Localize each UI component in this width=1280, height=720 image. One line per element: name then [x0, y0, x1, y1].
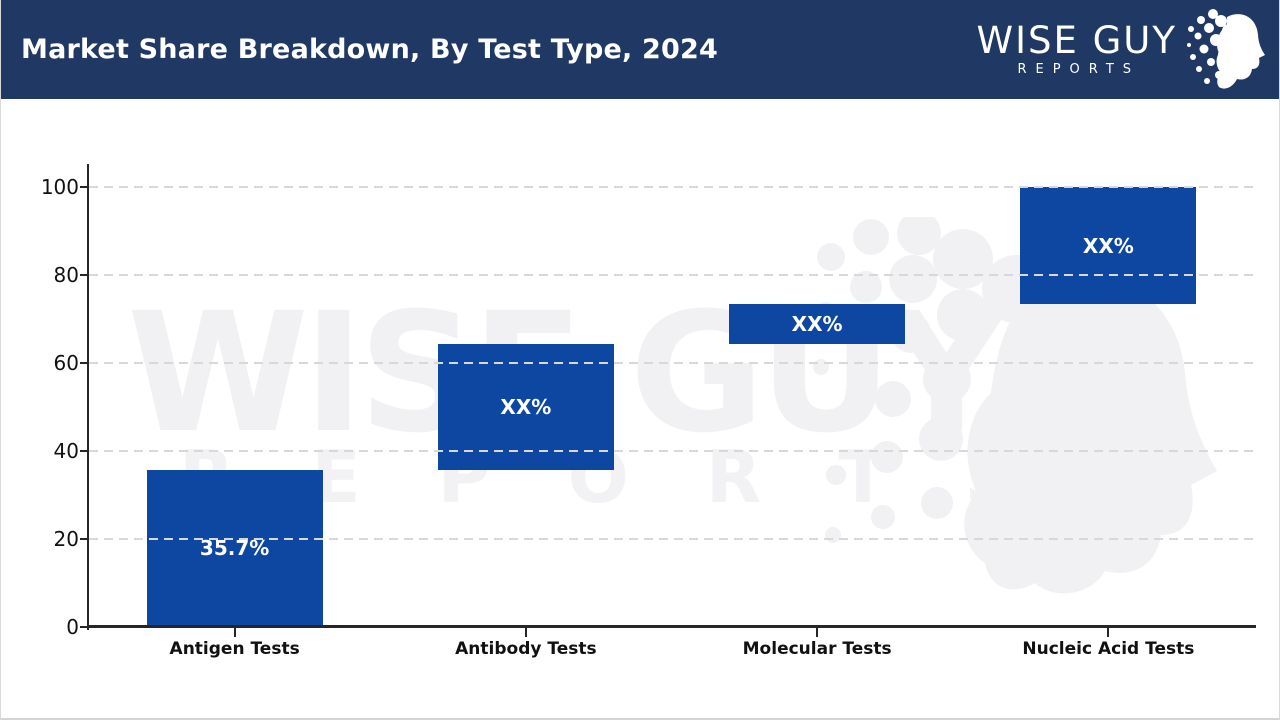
bar-value-label-nucleic-acid-tests: XX%	[1082, 233, 1134, 258]
y-axis-line	[87, 164, 89, 630]
waterfall-chart: WISE GUY R E P O R T S 0 20 40 60 80 100	[1, 99, 1279, 718]
category-label-antibody-tests: Antibody Tests	[455, 639, 597, 659]
x-tick-mark-nucleic-acid-tests	[1107, 628, 1110, 637]
bar-value-label-antibody-tests: XX%	[500, 394, 552, 419]
gridline-40	[89, 450, 1254, 452]
x-tick-mark-antibody-tests	[524, 628, 527, 637]
page-title: Market Share Breakdown, By Test Type, 20…	[21, 34, 719, 65]
y-tick-label-80: 80	[53, 263, 79, 287]
y-tick-label-0: 0	[66, 615, 79, 639]
wiseguy-logo: WISE GUY REPORTS	[977, 7, 1267, 93]
y-tick-mark-20	[80, 538, 89, 540]
y-tick-mark-0	[80, 626, 89, 628]
y-tick-mark-40	[80, 450, 89, 452]
gridline-100	[89, 186, 1254, 188]
y-tick-label-60: 60	[53, 351, 79, 375]
y-tick-label-20: 20	[53, 527, 79, 551]
x-axis-line	[87, 625, 1256, 628]
logo-wordmark: WISE GUY REPORTS	[977, 22, 1177, 77]
bar-value-label-antigen-tests: 35.7%	[199, 536, 270, 561]
y-tick-mark-80	[80, 274, 89, 276]
logo-word: WISE GUY	[976, 19, 1177, 62]
y-tick-mark-60	[80, 362, 89, 364]
logo-subtitle: REPORTS	[1017, 62, 1141, 77]
header-banner: Market Share Breakdown, By Test Type, 20…	[1, 0, 1279, 99]
category-label-antigen-tests: Antigen Tests	[169, 639, 300, 659]
gridline-60	[89, 362, 1254, 364]
x-tick-mark-molecular-tests	[816, 628, 819, 637]
y-tick-label-100: 100	[40, 175, 79, 199]
y-tick-label-40: 40	[53, 439, 79, 463]
x-tick-mark-antigen-tests	[233, 628, 236, 637]
gridline-20	[89, 538, 1254, 540]
bar-antigen-tests: 35.7%	[146, 469, 323, 627]
category-label-molecular-tests: Molecular Tests	[742, 639, 892, 659]
y-tick-mark-100	[80, 186, 89, 188]
wiseguy-face-icon	[1187, 8, 1265, 89]
bar-value-label-molecular-tests: XX%	[791, 312, 843, 337]
bar-molecular-tests: XX%	[729, 304, 906, 345]
bar-antibody-tests: XX%	[437, 344, 614, 470]
gridline-80	[89, 274, 1254, 276]
category-label-nucleic-acid-tests: Nucleic Acid Tests	[1022, 639, 1195, 659]
bar-nucleic-acid-tests: XX%	[1020, 187, 1197, 305]
